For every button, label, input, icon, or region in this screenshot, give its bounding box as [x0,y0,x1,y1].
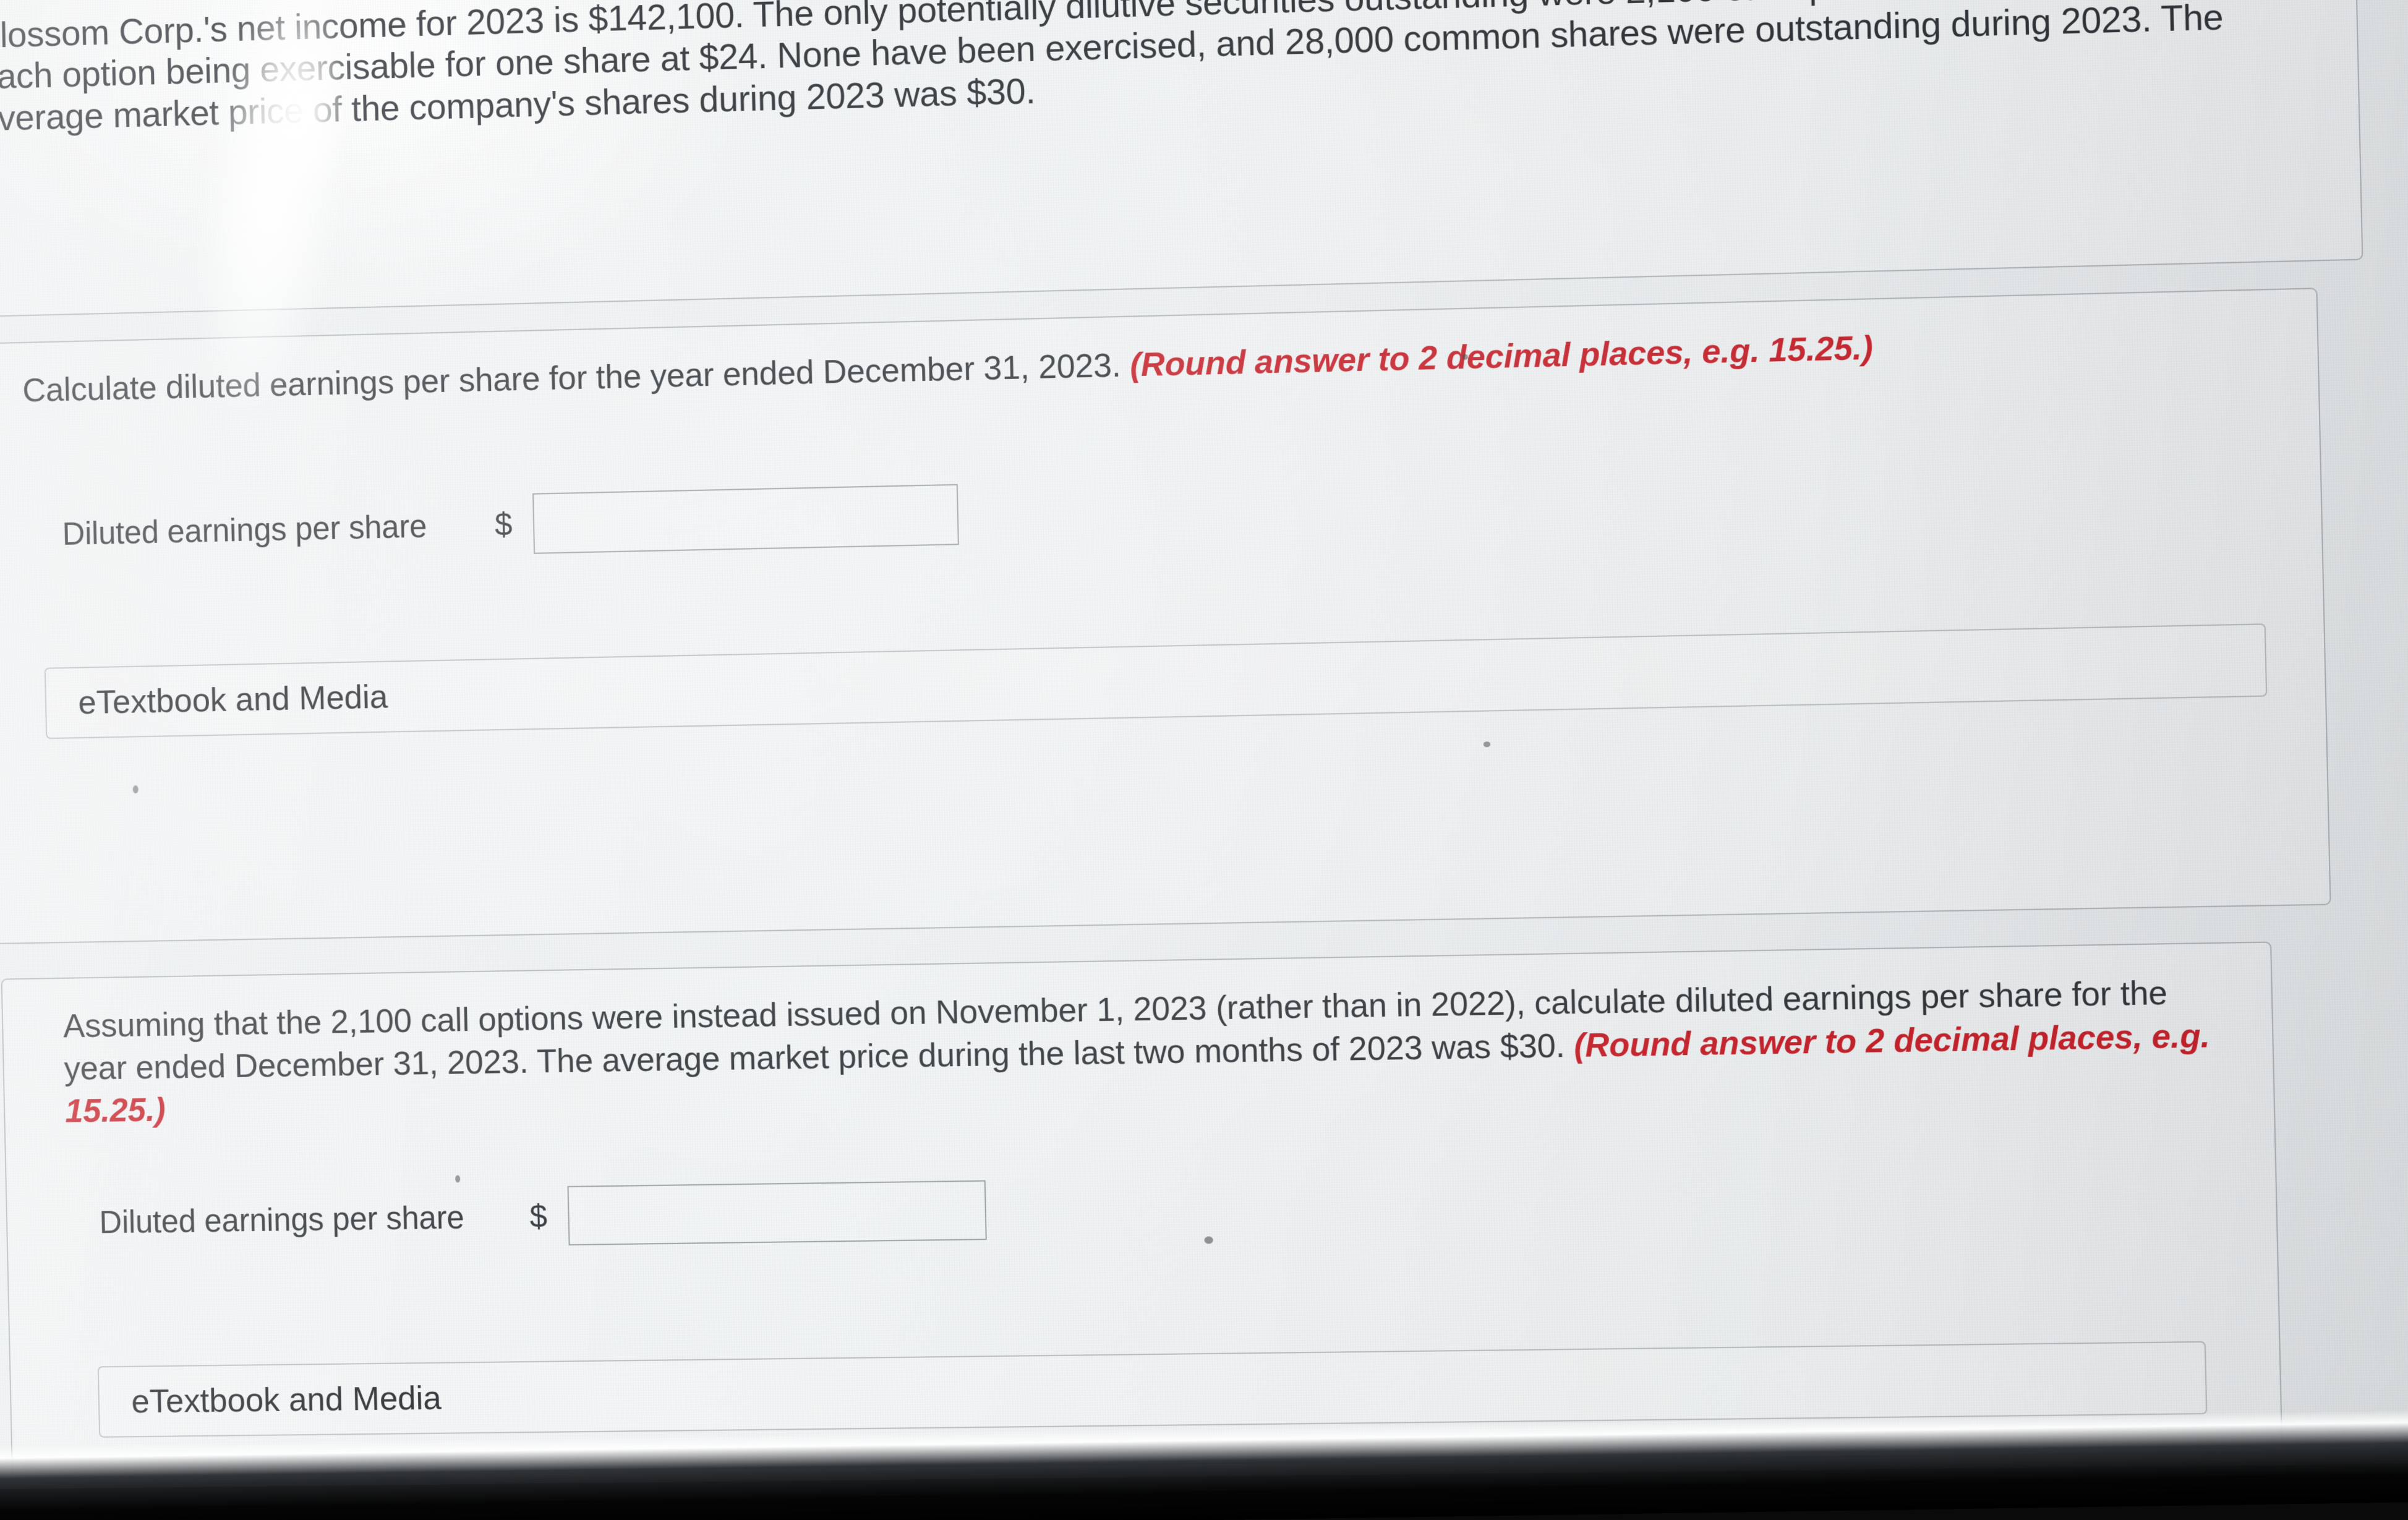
part-a-question-black: Calculate diluted earnings per share for… [22,347,1130,409]
part-a-question: Calculate diluted earnings per share for… [22,318,2256,413]
part-b-etextbook-and-media-button[interactable]: eTextbook and Media [97,1341,2208,1438]
part-a-field-label: Diluted earnings per share [62,508,427,552]
part-b-answer-input[interactable] [567,1180,988,1246]
problem-statement-text: Blossom Corp.'s net income for 2023 is $… [0,0,2305,139]
part-b-currency-symbol: $ [529,1198,548,1234]
part-a-rounding-note: (Round answer to 2 decimal places, e.g. … [1129,330,1874,384]
part-b-answer-row: Diluted earnings per share $ [98,1180,988,1252]
assignment-page: Blossom Corp.'s net income for 2023 is $… [0,0,2363,1477]
part-a-answer-input[interactable] [532,484,960,554]
part-a-answer-row: Diluted earnings per share $ [62,484,960,564]
part-b-field-label: Diluted earnings per share [98,1199,465,1240]
part-b-etextbook-label: eTextbook and Media [130,1380,442,1420]
part-a-etextbook-and-media-button[interactable]: eTextbook and Media [44,623,2268,740]
problem-statement-card: Blossom Corp.'s net income for 2023 is $… [0,0,2363,317]
part-a-currency-symbol: $ [494,506,513,542]
part-a-card: Calculate diluted earnings per share for… [0,288,2331,945]
part-b-card: Assuming that the 2,100 call options wer… [1,941,2283,1477]
part-b-question: Assuming that the 2,100 call options wer… [62,971,2217,1133]
part-a-etextbook-label: eTextbook and Media [77,678,388,721]
